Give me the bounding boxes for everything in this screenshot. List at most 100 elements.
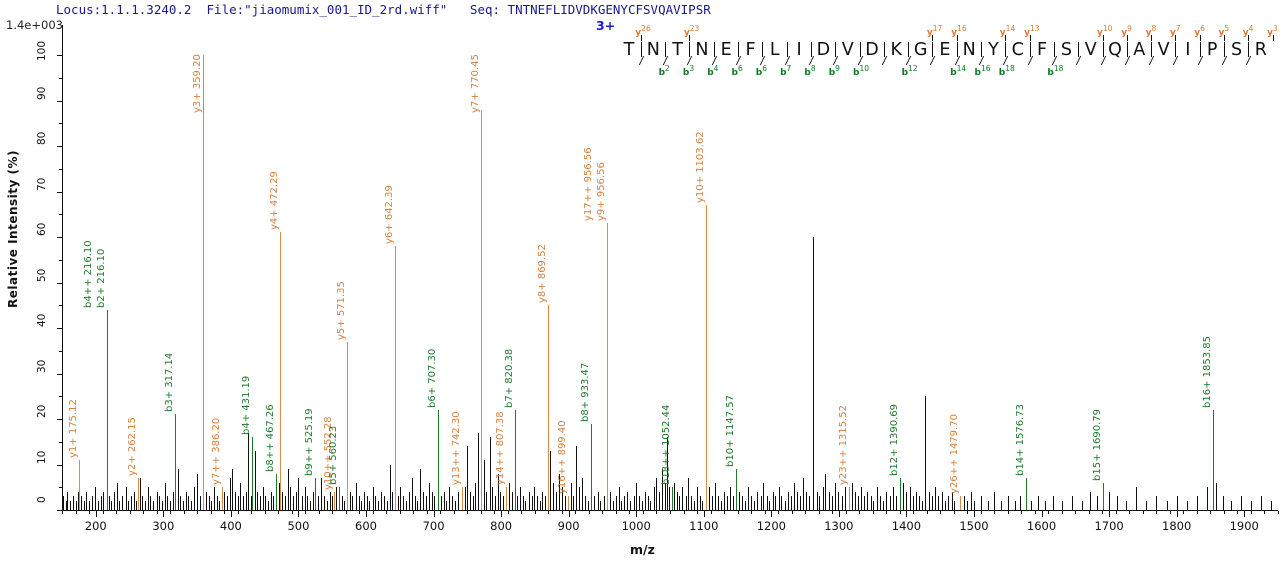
annotated-peak[interactable] [591, 423, 593, 510]
ladder-b-ion-label: b2 [658, 64, 670, 78]
ladder-b-ion-label: b10 [853, 64, 869, 78]
annotated-peak[interactable] [174, 414, 176, 510]
annotated-peak[interactable] [506, 487, 508, 510]
ladder-b-ion-label: b18 [998, 64, 1015, 78]
annotated-peak[interactable] [481, 109, 483, 510]
spectrum-header: Locus:1.1.1.3240.2 File:"jiaomumix_001_I… [56, 2, 711, 17]
spectrum-peak [400, 487, 402, 510]
y-axis-tick [57, 282, 62, 284]
spectrum-peak [489, 437, 491, 510]
x-axis-minor-tick [737, 511, 739, 514]
annotated-peak[interactable] [106, 309, 108, 510]
annotated-peak[interactable] [568, 496, 570, 510]
annotated-peak[interactable] [900, 478, 902, 510]
annotated-peak[interactable] [514, 409, 516, 510]
spectrum-peak [408, 491, 410, 510]
annotated-peak[interactable] [251, 437, 253, 510]
ladder-divider [640, 42, 642, 57]
ladder-divider [1224, 42, 1225, 57]
spectrum-peak [882, 500, 884, 510]
spectrum-peak [618, 487, 620, 510]
y-axis-minor-tick [59, 259, 62, 261]
spectrum-peak [727, 496, 729, 510]
spectrum-peak [867, 491, 869, 510]
annotated-peak[interactable] [462, 487, 464, 510]
spectrum-peak [366, 496, 368, 510]
y-axis-minor-tick [59, 396, 62, 398]
annotated-peak[interactable] [548, 305, 550, 510]
y-axis-minor-tick [59, 441, 62, 443]
spectrum-peak [861, 487, 863, 510]
spectrum-peak [809, 496, 811, 510]
spectrum-peak [1044, 500, 1046, 510]
x-axis-minor-tick [899, 511, 901, 514]
spectrum-peak [1271, 500, 1273, 510]
spectrum-peak [645, 491, 646, 510]
ladder-b-ion-label: b6 [755, 64, 768, 78]
annotated-peak[interactable] [1213, 409, 1215, 510]
annotated-peak[interactable] [276, 473, 278, 510]
annotated-peak[interactable] [1102, 482, 1104, 510]
x-axis-minor-tick [1048, 511, 1050, 514]
annotated-peak[interactable] [394, 246, 396, 510]
spectrum-peak [903, 482, 905, 510]
spectrum-peak [667, 437, 669, 510]
annotated-peak[interactable] [279, 232, 281, 510]
spectrum-peak [130, 496, 132, 510]
spectrum-peak [570, 482, 572, 510]
spectrum-peak [475, 482, 477, 510]
spectrum-peak [932, 496, 934, 510]
x-axis-minor-tick [1250, 511, 1252, 514]
x-axis-minor-tick [197, 511, 199, 514]
annotated-peak[interactable] [960, 496, 962, 510]
spectrum-peak [564, 496, 566, 510]
spectrum-peak [321, 478, 323, 510]
ladder-y-tick [932, 35, 934, 41]
peak-label: b4++ 216.10 [82, 240, 94, 308]
annotated-peak[interactable] [1025, 478, 1027, 510]
annotated-peak[interactable] [339, 487, 341, 510]
spectrum-peak [760, 496, 762, 510]
x-axis-minor-tick [183, 511, 185, 514]
annotated-peak[interactable] [315, 478, 317, 510]
annotated-peak[interactable] [137, 478, 139, 510]
y-axis-tick [57, 146, 62, 147]
annotated-peak[interactable] [606, 223, 608, 510]
annotated-peak[interactable] [849, 487, 851, 510]
spectrum-peak [278, 482, 280, 510]
spectrum-peak [724, 491, 726, 510]
peak-label: b8++ 467.26 [265, 403, 277, 472]
spectrum-peak [1176, 496, 1178, 510]
spectrum-peak [164, 482, 166, 510]
x-axis-tick-label: 1100 [689, 519, 719, 533]
spectrum-peak [375, 496, 377, 510]
annotated-peak[interactable] [346, 341, 348, 510]
peak-label: b15+ 1690.79 [1091, 408, 1103, 481]
x-axis-minor-tick [440, 511, 442, 514]
ladder-divider [665, 42, 667, 57]
annotated-peak[interactable] [221, 487, 223, 510]
annotated-peak[interactable] [438, 409, 440, 510]
spectrum-peak [108, 496, 110, 510]
annotated-peak[interactable] [78, 459, 80, 510]
annotated-peak[interactable] [203, 55, 205, 510]
spectrum-peak [63, 496, 65, 510]
spectrum-peak [1156, 496, 1158, 510]
spectrum-peak [139, 478, 141, 510]
spectrum-peak [778, 487, 780, 510]
annotated-peak[interactable] [671, 487, 673, 510]
x-axis-minor-tick [278, 511, 280, 514]
peak-label: y8+ 869.52 [537, 244, 549, 304]
x-axis-minor-tick [291, 511, 293, 514]
spectrum-peak [1166, 500, 1168, 510]
y-axis-minor-tick [59, 305, 62, 307]
spectrum-peak [576, 446, 578, 510]
spectrum-peak [307, 496, 309, 510]
x-axis-tick-label: 1900 [1229, 519, 1259, 533]
annotated-peak[interactable] [735, 469, 737, 510]
x-axis-minor-tick [467, 511, 469, 514]
spectrum-peak [509, 482, 511, 510]
annotated-peak[interactable] [333, 491, 335, 510]
annotated-peak[interactable] [706, 205, 708, 510]
x-axis-minor-tick [494, 511, 496, 514]
